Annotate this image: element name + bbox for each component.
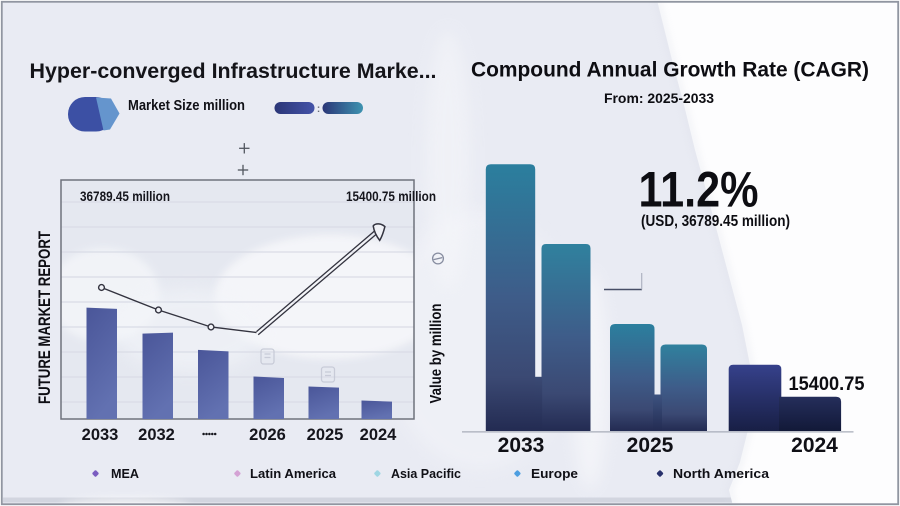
- svg-text:2024: 2024: [360, 426, 398, 444]
- svg-text:2024: 2024: [791, 434, 838, 457]
- svg-text:(USD, 36789.45 million): (USD, 36789.45 million): [641, 213, 790, 230]
- svg-text:From: 2025-2033: From: 2025-2033: [604, 91, 715, 106]
- svg-text:2032: 2032: [138, 426, 175, 444]
- svg-text:Compound Annual Growth Rate (C: Compound Annual Growth Rate (CAGR): [471, 58, 869, 82]
- svg-text:11.2%: 11.2%: [639, 162, 759, 218]
- svg-text:Asia Pacific: Asia Pacific: [391, 467, 461, 481]
- svg-text:2026: 2026: [249, 426, 286, 444]
- svg-text:Market Size million: Market Size million: [128, 97, 245, 114]
- svg-text:North America: North America: [673, 467, 770, 481]
- svg-text:MEA: MEA: [111, 467, 139, 481]
- svg-text:15400.75 million: 15400.75 million: [346, 189, 436, 204]
- svg-text:2025: 2025: [627, 434, 674, 457]
- svg-text:Value by million: Value by million: [428, 304, 445, 404]
- svg-text:2033: 2033: [82, 426, 119, 444]
- svg-text:15400.75: 15400.75: [789, 373, 865, 395]
- svg-text:2033: 2033: [498, 434, 545, 457]
- svg-text:Latin America: Latin America: [250, 467, 337, 481]
- svg-text:Hyper-converged Infrastructure: Hyper-converged Infrastructure Marke...: [30, 59, 437, 83]
- svg-text:2025: 2025: [307, 426, 344, 444]
- svg-text:36789.45 million: 36789.45 million: [80, 189, 170, 204]
- svg-text:Europe: Europe: [531, 467, 578, 481]
- svg-text::: :: [317, 104, 320, 115]
- svg-text:FUTURE MARKET REPORT: FUTURE MARKET REPORT: [35, 231, 54, 404]
